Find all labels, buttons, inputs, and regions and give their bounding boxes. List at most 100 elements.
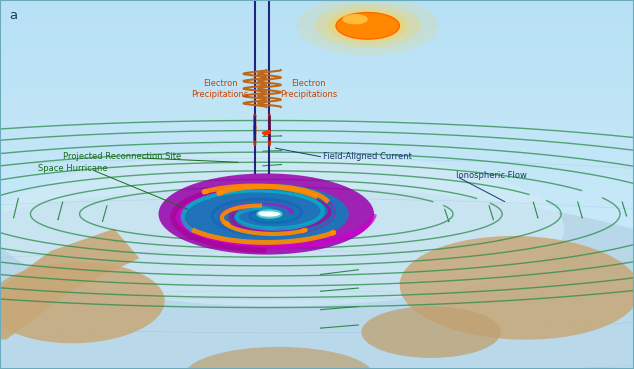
Ellipse shape: [184, 347, 374, 369]
Bar: [0, 37, 634, 41]
Ellipse shape: [158, 173, 374, 255]
Ellipse shape: [361, 306, 501, 358]
Bar: [0, 199, 634, 203]
Bar: [0, 212, 634, 217]
Bar: [0, 18, 634, 23]
Text: Projected Reconnection Site: Projected Reconnection Site: [63, 152, 182, 161]
Bar: [0, 138, 634, 143]
Bar: [0, 231, 634, 235]
Bar: [0, 258, 634, 263]
Bar: [0, 83, 634, 87]
Polygon shape: [0, 229, 139, 339]
Bar: [0, 318, 634, 323]
Bar: [0, 162, 634, 166]
Bar: [0, 78, 634, 83]
Bar: [0, 143, 634, 148]
Bar: [0, 32, 634, 37]
Ellipse shape: [297, 0, 439, 55]
Bar: [0, 263, 634, 268]
Bar: [0, 341, 634, 346]
Bar: [0, 65, 634, 69]
Ellipse shape: [184, 183, 349, 245]
Bar: [0, 92, 634, 97]
Ellipse shape: [257, 210, 281, 218]
Ellipse shape: [0, 151, 564, 306]
Bar: [0, 203, 634, 207]
Bar: [0, 5, 634, 9]
Bar: [0, 346, 634, 351]
Bar: [0, 111, 634, 115]
Bar: [0, 295, 634, 300]
Bar: [0, 60, 634, 65]
Bar: [0, 180, 634, 184]
Bar: [0, 337, 634, 341]
Bar: [0, 351, 634, 355]
Bar: [0, 194, 634, 199]
Bar: [0, 55, 634, 60]
Bar: [0, 134, 634, 138]
Bar: [0, 87, 634, 92]
Bar: [0, 97, 634, 101]
Bar: [0, 120, 634, 125]
Bar: [0, 148, 634, 152]
Bar: [0, 221, 634, 226]
Bar: [0, 0, 634, 5]
Ellipse shape: [0, 262, 165, 343]
Bar: [0, 157, 634, 162]
Ellipse shape: [259, 211, 268, 214]
Bar: [0, 328, 634, 332]
Text: Space Hurricane: Space Hurricane: [38, 164, 108, 173]
Bar: [0, 170, 634, 175]
Bar: [0, 46, 634, 51]
Bar: [0, 245, 634, 249]
Bar: [0, 291, 634, 295]
Bar: [0, 14, 634, 18]
Text: a: a: [10, 9, 18, 22]
Bar: [0, 365, 634, 369]
Bar: [0, 41, 634, 46]
Bar: [0, 189, 634, 194]
Bar: [0, 282, 634, 286]
Text: Ionospheric Flow: Ionospheric Flow: [456, 171, 527, 180]
Bar: [0, 309, 634, 314]
Bar: [0, 240, 634, 244]
Bar: [0, 101, 634, 106]
Bar: [0, 272, 634, 277]
Bar: [0, 217, 634, 221]
Bar: [0, 226, 634, 231]
Bar: [0, 332, 634, 337]
Bar: [0, 129, 634, 134]
Ellipse shape: [314, 4, 421, 48]
Bar: [0, 175, 634, 180]
Bar: [0, 69, 634, 74]
Bar: [0, 300, 634, 304]
Text: Electron
Precipitations: Electron Precipitations: [191, 79, 249, 99]
Bar: [0, 106, 634, 111]
Text: Field-Aligned Current: Field-Aligned Current: [323, 152, 412, 161]
Bar: [0, 207, 634, 212]
Ellipse shape: [328, 9, 408, 42]
Bar: [0, 51, 634, 55]
Bar: [0, 9, 634, 14]
Text: Electron
Precipitations: Electron Precipitations: [280, 79, 337, 99]
Bar: [0, 152, 634, 157]
Bar: [0, 125, 634, 129]
Bar: [0, 74, 634, 79]
Bar: [0, 355, 634, 360]
Bar: [0, 235, 634, 240]
Bar: [0, 23, 634, 28]
Bar: [0, 277, 634, 281]
Bar: [0, 184, 634, 189]
Ellipse shape: [336, 13, 399, 39]
Bar: [0, 268, 634, 272]
Ellipse shape: [399, 236, 634, 339]
Bar: [0, 254, 634, 258]
Bar: [0, 28, 634, 32]
Bar: [0, 249, 634, 254]
Bar: [0, 286, 634, 291]
Ellipse shape: [0, 186, 634, 369]
Bar: [0, 314, 634, 318]
Bar: [0, 166, 634, 170]
Ellipse shape: [342, 14, 368, 24]
Bar: [0, 304, 634, 309]
